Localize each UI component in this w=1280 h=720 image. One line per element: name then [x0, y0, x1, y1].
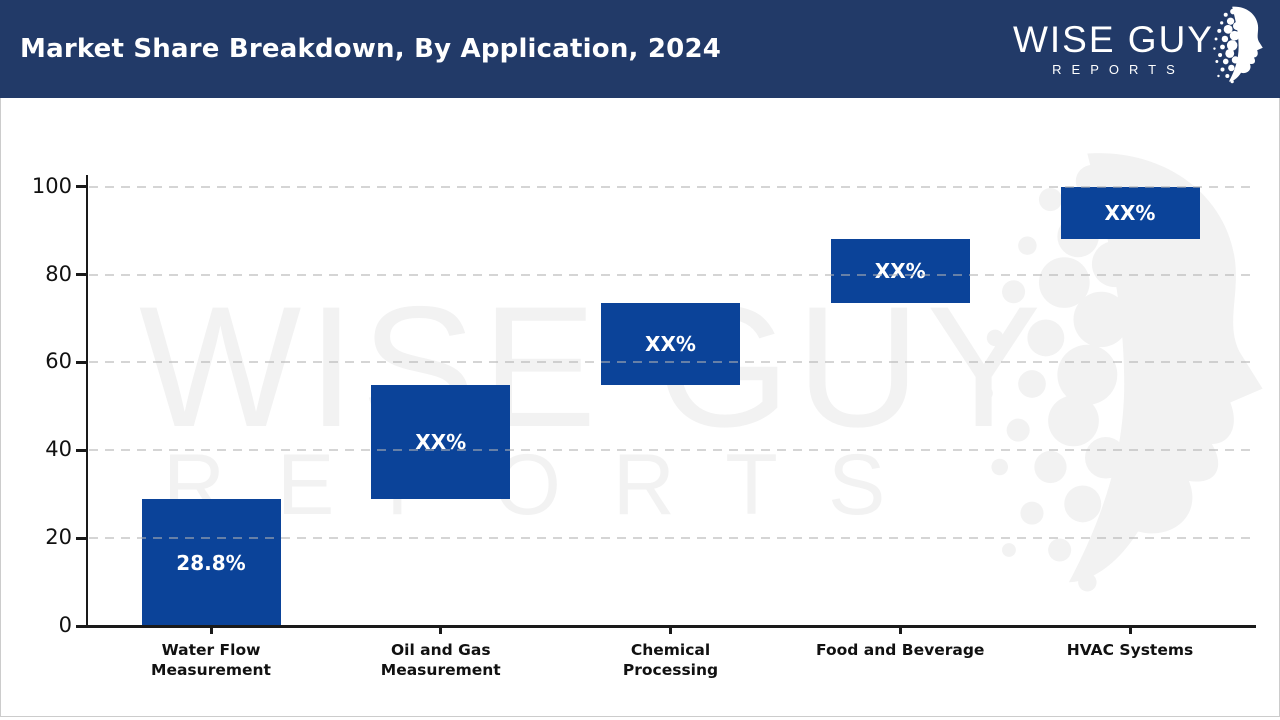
bar-value-label: XX%: [874, 258, 926, 283]
y-tick-mark: [76, 536, 86, 540]
face-profile-dots-icon: [1208, 5, 1266, 93]
bar-value-label: XX%: [1104, 200, 1156, 225]
brand-logo: WISE GUY REPORTS: [1013, 5, 1266, 93]
page-title: Market Share Breakdown, By Application, …: [20, 34, 722, 64]
x-tick-mark: [439, 627, 443, 634]
bar-value-label: 28.8%: [176, 550, 246, 575]
y-tick-label: 40: [45, 437, 72, 462]
x-category-label-line: Measurement: [380, 661, 501, 679]
bar-segment: XX%: [601, 303, 740, 385]
x-tick-mark: [209, 627, 213, 634]
x-tick-mark: [1128, 627, 1132, 634]
x-category-label-line: Chemical: [630, 641, 711, 659]
x-category-label: Food and Beverage: [780, 640, 1020, 660]
y-tick-mark: [76, 185, 86, 189]
bar-value-label: XX%: [645, 331, 696, 356]
x-category-label-line: Oil and Gas: [390, 641, 491, 659]
x-category-label: Oil and Gas Measurement: [321, 640, 561, 680]
header-bar: Market Share Breakdown, By Application, …: [0, 0, 1280, 98]
bar-segment: 28.8%: [141, 499, 281, 626]
x-tick-mark: [898, 627, 902, 634]
y-tick-label: 100: [31, 173, 72, 198]
gridline: [89, 273, 1256, 276]
x-category-label-line: Measurement: [151, 661, 271, 679]
brand-wordmark: WISE GUY: [1012, 19, 1214, 60]
y-axis-line: [86, 175, 88, 627]
y-tick-mark: [76, 448, 86, 452]
gridline: [89, 185, 1256, 188]
x-axis-line: [86, 625, 1256, 628]
x-category-label: Chemical Processing: [551, 640, 791, 680]
y-tick-mark: [76, 360, 86, 364]
bar-segment: XX%: [371, 384, 511, 500]
bar-segment: XX%: [830, 238, 970, 304]
y-tick-label: 80: [45, 261, 72, 286]
brand-subtext: REPORTS: [1052, 62, 1185, 77]
x-tick-mark: [669, 627, 672, 634]
brand-logo-text: WISE GUY REPORTS: [1012, 19, 1214, 78]
x-category-label: Water Flow Measurement: [91, 640, 331, 680]
y-tick-mark: [76, 273, 86, 277]
bar-segment: XX%: [1060, 186, 1200, 239]
watermark-subtext: R E P O R T S: [163, 437, 900, 533]
x-category-label-line: Food and Beverage: [816, 641, 985, 659]
gridline: [89, 537, 1256, 540]
y-tick-label: 60: [45, 349, 72, 374]
y-tick-label: 0: [58, 613, 72, 637]
watermark-face-profile-dots-icon: [949, 148, 1280, 620]
x-category-label-line: Processing: [622, 661, 719, 679]
x-category-label-line: Water Flow: [161, 641, 261, 659]
x-category-label-line: HVAC Systems: [1066, 641, 1194, 659]
y-tick-label: 20: [45, 525, 72, 550]
x-category-label: HVAC Systems: [1010, 640, 1250, 660]
gridline: [89, 361, 1256, 364]
gridline: [89, 449, 1256, 452]
y-tick-mark: [76, 624, 86, 628]
